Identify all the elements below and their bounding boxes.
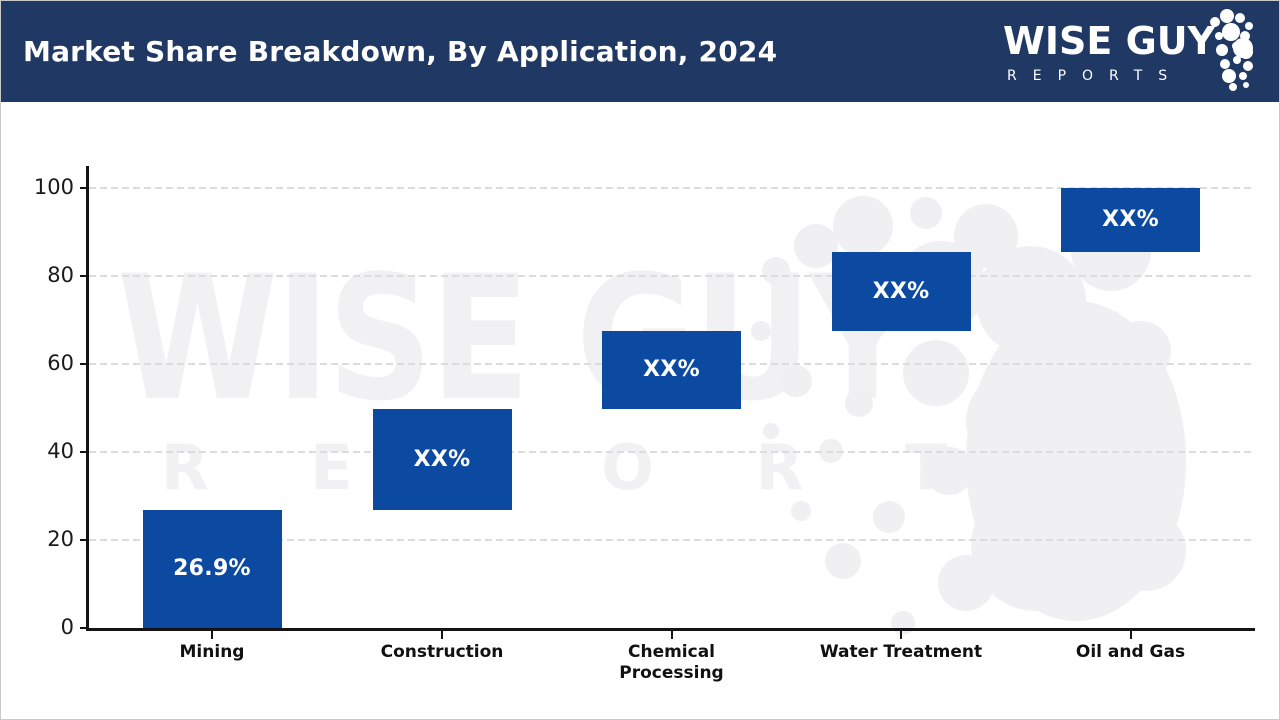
- category-label-oil-and-gas: Oil and Gas: [1075, 642, 1186, 662]
- y-tick-label: 100: [33, 175, 74, 199]
- y-tick-label: 0: [60, 615, 74, 639]
- wiseguy-logo-graphic: WISE GUY REPORTS: [1003, 8, 1253, 91]
- x-axis-line: [86, 628, 1255, 631]
- x-tick-mark: [1129, 631, 1132, 639]
- category-label-chemical-processing: Chemical Processing: [619, 642, 724, 684]
- y-tick-label: 60: [47, 351, 74, 375]
- bar-mining: 26.9%: [142, 509, 282, 628]
- x-tick-mark: [900, 631, 902, 639]
- bar-oil-and-gas: XX%: [1061, 188, 1200, 252]
- category-label-construction: Construction: [380, 642, 504, 662]
- bar-water-treatment: XX%: [831, 251, 971, 331]
- bar-value-label: XX%: [1102, 207, 1159, 233]
- category-label-water-treatment: Water Treatment: [819, 642, 983, 662]
- bar-construction: XX%: [372, 408, 512, 510]
- logo-wordmark: WISE GUY: [1003, 19, 1216, 63]
- y-tick-label: 80: [47, 263, 74, 287]
- gridline: [89, 275, 1255, 277]
- bar-value-label: 26.9%: [173, 556, 251, 582]
- y-tick-mark: [80, 451, 89, 453]
- bar-chemical-processing: XX%: [602, 331, 741, 409]
- y-tick-mark: [80, 363, 89, 365]
- category-label-mining: Mining: [179, 642, 245, 662]
- y-tick-label: 20: [47, 527, 74, 551]
- bar-value-label: XX%: [872, 278, 930, 304]
- y-tick-mark: [80, 539, 89, 541]
- gridline: [89, 187, 1255, 189]
- logo-face-icon: [1210, 8, 1253, 91]
- y-tick-mark: [80, 275, 89, 277]
- x-tick-mark: [211, 631, 213, 639]
- gridline: [89, 451, 1255, 453]
- gridline: [89, 539, 1255, 541]
- x-tick-mark: [441, 631, 443, 639]
- y-tick-label: 40: [47, 439, 74, 463]
- bar-value-label: XX%: [413, 446, 471, 472]
- bar-value-label: XX%: [643, 357, 700, 383]
- x-tick-mark: [670, 631, 673, 639]
- y-axis-line: [86, 166, 89, 631]
- y-tick-mark: [80, 627, 89, 629]
- chart-title: Market Share Breakdown, By Application, …: [23, 35, 778, 68]
- y-tick-mark: [80, 187, 89, 189]
- logo-subtext: REPORTS: [1007, 68, 1183, 84]
- header: Market Share Breakdown, By Application, …: [1, 1, 1279, 102]
- wiseguy-logo: WISE GUY REPORTS: [1003, 8, 1255, 96]
